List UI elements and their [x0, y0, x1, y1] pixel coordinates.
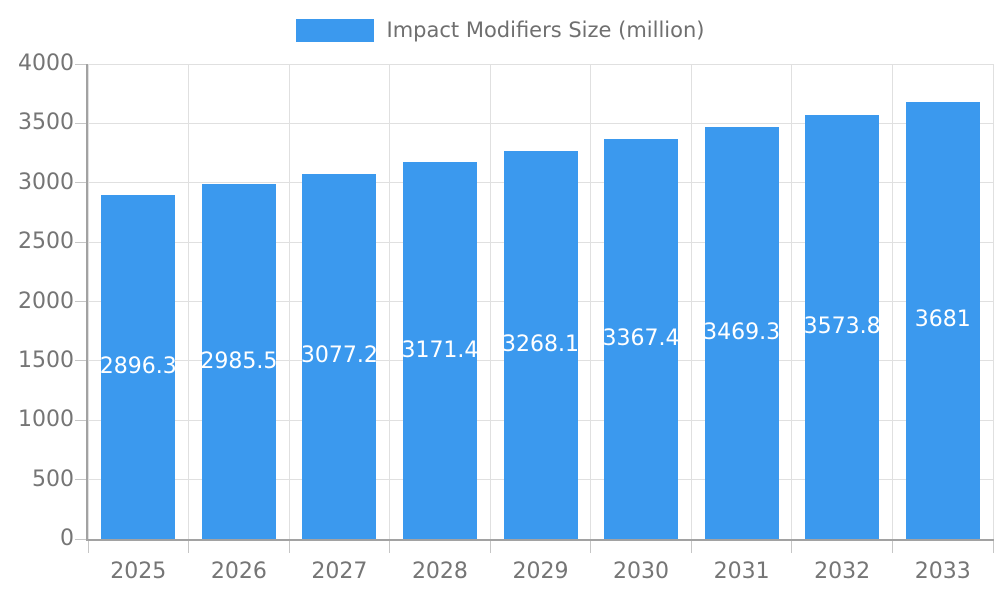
- y-tick-label: 1500: [18, 347, 74, 373]
- v-gridline: [489, 64, 491, 539]
- bar-2032[interactable]: [805, 114, 880, 539]
- y-axis-tick: [75, 63, 87, 65]
- v-gridline: [791, 64, 793, 539]
- bar-value-label: 3171.4: [401, 337, 479, 363]
- y-tick-label: 4000: [18, 51, 74, 76]
- y-tick-label: 2500: [18, 229, 74, 255]
- x-tick-label-2026: 2026: [210, 559, 267, 584]
- bar-value-label: 3268.1: [502, 331, 579, 357]
- bar-value-label: 3469.3: [703, 320, 781, 345]
- y-axis-tick: [75, 538, 87, 540]
- bar-value-label: 3077.2: [300, 343, 378, 369]
- y-tick-label: 3000: [18, 169, 74, 195]
- y-axis-tick: [75, 182, 87, 184]
- x-tick-label-2029: 2029: [512, 559, 569, 584]
- bar-2026[interactable]: [201, 184, 276, 539]
- legend[interactable]: Impact Modifiers Size (million): [0, 18, 1000, 42]
- x-tick-label-2027: 2027: [311, 559, 368, 584]
- y-axis-tick: [75, 360, 87, 362]
- plot-area: 2896.3 2985.5 3077.2 3171.4 3268.1 3367.4 3469…: [87, 63, 994, 540]
- x-axis-tick: [188, 541, 190, 553]
- legend-swatch: [295, 18, 374, 42]
- x-axis-tick: [87, 541, 89, 553]
- bar-value-label: 2896.3: [99, 354, 177, 380]
- x-axis-tick: [690, 541, 692, 553]
- bar-value-label: 2985.5: [200, 348, 278, 374]
- v-gridline: [690, 64, 692, 539]
- x-tick-label-2032: 2032: [814, 559, 871, 584]
- h-gridline: [88, 63, 993, 65]
- v-gridline: [87, 64, 89, 539]
- y-tick-label: 2000: [18, 288, 74, 314]
- x-axis-tick: [389, 541, 391, 553]
- bar-value-label: 3573.8: [803, 313, 881, 339]
- v-gridline: [590, 64, 592, 539]
- v-gridline: [891, 64, 893, 539]
- x-axis-tick: [489, 541, 491, 553]
- bar-value-label: 3681: [914, 307, 971, 333]
- h-gridline: [88, 122, 993, 124]
- y-axis-tick: [75, 122, 87, 124]
- y-axis-tick: [75, 479, 87, 481]
- y-axis-tick: [75, 241, 87, 243]
- x-tick-label-2030: 2030: [613, 559, 670, 584]
- y-tick-label: 500: [32, 466, 74, 492]
- x-tick-label-2025: 2025: [110, 559, 167, 584]
- x-axis-tick: [288, 541, 290, 553]
- y-tick-label: 3500: [18, 110, 74, 136]
- bar-value-label: 3367.4: [602, 326, 680, 352]
- legend-label: Impact Modifiers Size (million): [386, 18, 705, 42]
- v-gridline: [992, 64, 994, 539]
- y-axis-line: [86, 64, 88, 541]
- bar-2028[interactable]: [402, 162, 477, 539]
- bar-2029[interactable]: [503, 150, 578, 539]
- x-tick-label-2031: 2031: [713, 559, 770, 584]
- v-gridline: [389, 64, 391, 539]
- y-tick-label: 1000: [18, 407, 74, 433]
- x-axis-tick: [791, 541, 793, 553]
- x-axis-line: [86, 539, 994, 541]
- bar-2030[interactable]: [604, 139, 679, 539]
- x-axis-tick: [992, 541, 994, 553]
- x-axis-tick: [891, 541, 893, 553]
- x-tick-label-2033: 2033: [914, 559, 971, 584]
- bar-2025[interactable]: [101, 195, 176, 539]
- bar-2033[interactable]: [905, 101, 980, 539]
- x-tick-label-2028: 2028: [411, 559, 468, 584]
- v-gridline: [188, 64, 190, 539]
- v-gridline: [288, 64, 290, 539]
- y-axis-tick: [75, 301, 87, 302]
- x-axis-tick: [590, 541, 592, 553]
- y-axis-tick: [75, 419, 87, 421]
- y-tick-label: 0: [60, 526, 74, 551]
- bar-2031[interactable]: [704, 127, 779, 539]
- bar-2027[interactable]: [302, 173, 377, 539]
